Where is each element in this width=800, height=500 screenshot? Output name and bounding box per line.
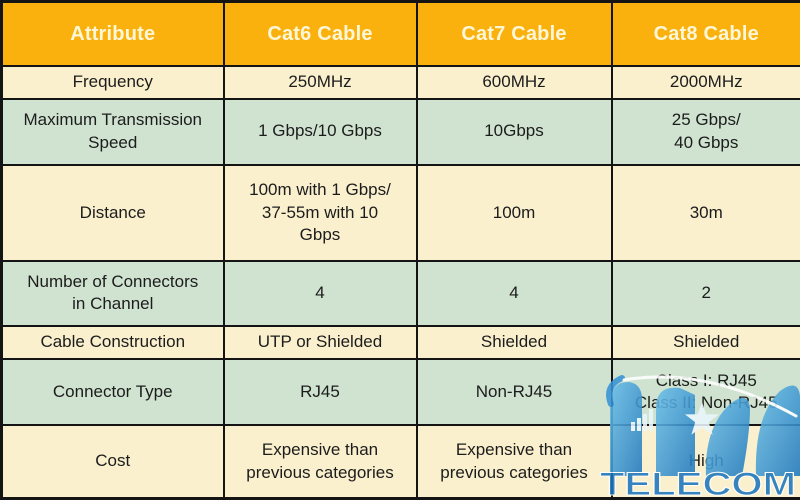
cell-cat7: 600MHz <box>415 64 613 100</box>
header-attribute: Attribute <box>0 0 225 67</box>
cell-attribute: Cable Construction <box>0 325 225 361</box>
cell-cat8: Class I: RJ45 Class II: Non-RJ45 <box>610 358 800 427</box>
header-row: Attribute Cat6 Cable Cat7 Cable Cat8 Cab… <box>0 0 800 67</box>
cell-attribute: Cost <box>0 424 225 500</box>
cell-cat7: Expensive than previous categories <box>415 424 613 500</box>
header-cat8: Cat8 Cable <box>610 0 800 67</box>
cell-cat6: RJ45 <box>222 358 418 427</box>
cell-cat6: Expensive than previous categories <box>222 424 418 500</box>
cell-cat8: High <box>610 424 800 500</box>
cell-cat8: 2 <box>610 259 800 328</box>
cell-cat7: 10Gbps <box>415 97 613 166</box>
table-row-connectors: Number of Connectors in Channel 4 4 2 <box>0 259 800 328</box>
table-row-distance: Distance 100m with 1 Gbps/ 37-55m with 1… <box>0 163 800 262</box>
cell-cat7: 100m <box>415 163 613 262</box>
table-row-connector-type: Connector Type RJ45 Non-RJ45 Class I: RJ… <box>0 358 800 427</box>
table-row-frequency: Frequency 250MHz 600MHz 2000MHz <box>0 64 800 100</box>
table-row-construction: Cable Construction UTP or Shielded Shiel… <box>0 325 800 361</box>
table-row-cost: Cost Expensive than previous categories … <box>0 424 800 500</box>
cell-cat8: Shielded <box>610 325 800 361</box>
cell-cat6: 4 <box>222 259 418 328</box>
cell-attribute: Frequency <box>0 64 225 100</box>
cell-cat6: 100m with 1 Gbps/ 37-55m with 10 Gbps <box>222 163 418 262</box>
cell-attribute: Connector Type <box>0 358 225 427</box>
cell-cat7: Shielded <box>415 325 613 361</box>
cell-cat7: Non-RJ45 <box>415 358 613 427</box>
cell-cat7: 4 <box>415 259 613 328</box>
cell-cat6: 1 Gbps/10 Gbps <box>222 97 418 166</box>
cell-cat6: UTP or Shielded <box>222 325 418 361</box>
cell-cat8: 25 Gbps/ 40 Gbps <box>610 97 800 166</box>
cell-cat8: 2000MHz <box>610 64 800 100</box>
cell-attribute: Number of Connectors in Channel <box>0 259 225 328</box>
header-cat7: Cat7 Cable <box>415 0 613 67</box>
cell-cat8: 30m <box>610 163 800 262</box>
header-cat6: Cat6 Cable <box>222 0 418 67</box>
table-row-max-speed: Maximum Transmission Speed 1 Gbps/10 Gbp… <box>0 97 800 166</box>
cell-attribute: Maximum Transmission Speed <box>0 97 225 166</box>
cell-attribute: Distance <box>0 163 225 262</box>
cell-cat6: 250MHz <box>222 64 418 100</box>
